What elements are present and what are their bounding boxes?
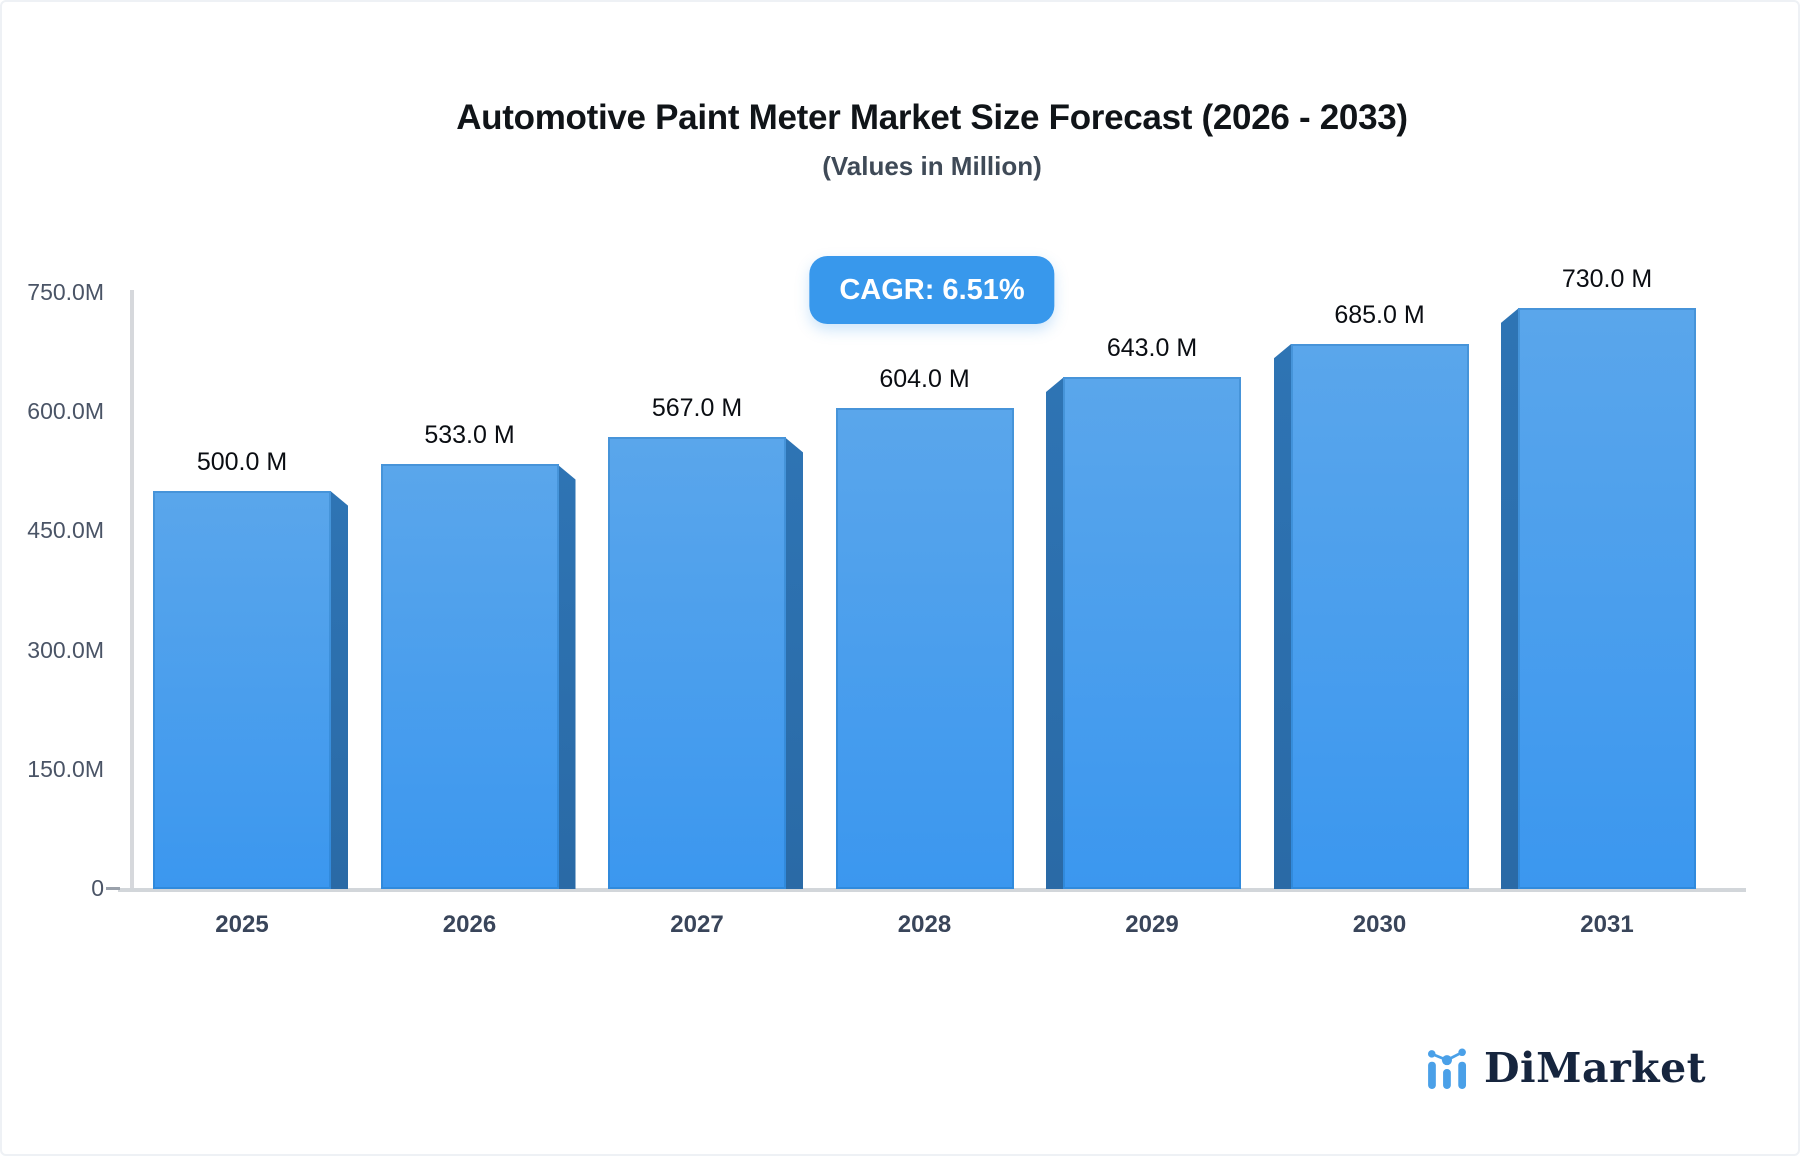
y-axis-tick-label: 750.0M: [27, 279, 104, 305]
bar-value-label: 730.0 M: [1561, 264, 1653, 293]
x-axis-label: 2027: [670, 911, 724, 938]
y-axis-tick-label: 150.0M: [27, 755, 104, 782]
cagr-badge: CAGR: 6.51%: [809, 256, 1055, 324]
bar-side: [1501, 307, 1519, 889]
bar-2025[interactable]: [153, 490, 331, 889]
x-axis-label: 2029: [1125, 911, 1179, 938]
x-axis-label: 2030: [1352, 911, 1407, 938]
bar-side: [1046, 377, 1064, 889]
x-axis-label: 2026: [442, 911, 497, 938]
bar-value-label: 643.0 M: [1106, 334, 1198, 363]
bar-value-label: 604.0 M: [879, 365, 970, 394]
bar-value-label: 685.0 M: [1334, 300, 1425, 329]
bar-2027[interactable]: [608, 437, 786, 889]
y-axis-tick-label: 300.0M: [27, 636, 104, 663]
bar-value-label: 567.0 M: [651, 394, 743, 423]
bar-side: [785, 437, 803, 889]
bar-value-label: 500.0 M: [196, 447, 288, 476]
bar-2030[interactable]: [1290, 343, 1469, 889]
chart-subtitle: (Values in Million): [822, 151, 1042, 181]
bar-2028[interactable]: [835, 408, 1014, 889]
bar-side: [1273, 343, 1292, 889]
chart-title: Automotive Paint Meter Market Size Forec…: [456, 98, 1408, 137]
y-axis-tick-label: 0: [91, 875, 104, 901]
brand-logo: DiMarket: [1426, 1042, 1706, 1094]
bar-side: [557, 464, 576, 889]
x-axis-baseline: [118, 888, 1746, 892]
bar-2029[interactable]: [1063, 377, 1241, 889]
y-axis-tick-label: 450.0M: [27, 517, 104, 544]
mini-bar-chart-icon: [1426, 1047, 1470, 1089]
zero-tick-mark: [106, 887, 120, 890]
bar-value-label: 533.0 M: [424, 421, 515, 450]
x-axis-label: 2028: [897, 911, 952, 938]
bar-side: [330, 490, 348, 889]
bar-2026[interactable]: [380, 464, 559, 889]
x-axis-label: 2031: [1580, 911, 1634, 938]
x-axis-label: 2025: [215, 911, 269, 938]
y-axis-line: [130, 290, 134, 891]
bar-2031[interactable]: [1518, 307, 1696, 889]
brand-name: DiMarket: [1484, 1044, 1707, 1092]
y-axis-tick-label: 600.0M: [27, 398, 104, 425]
